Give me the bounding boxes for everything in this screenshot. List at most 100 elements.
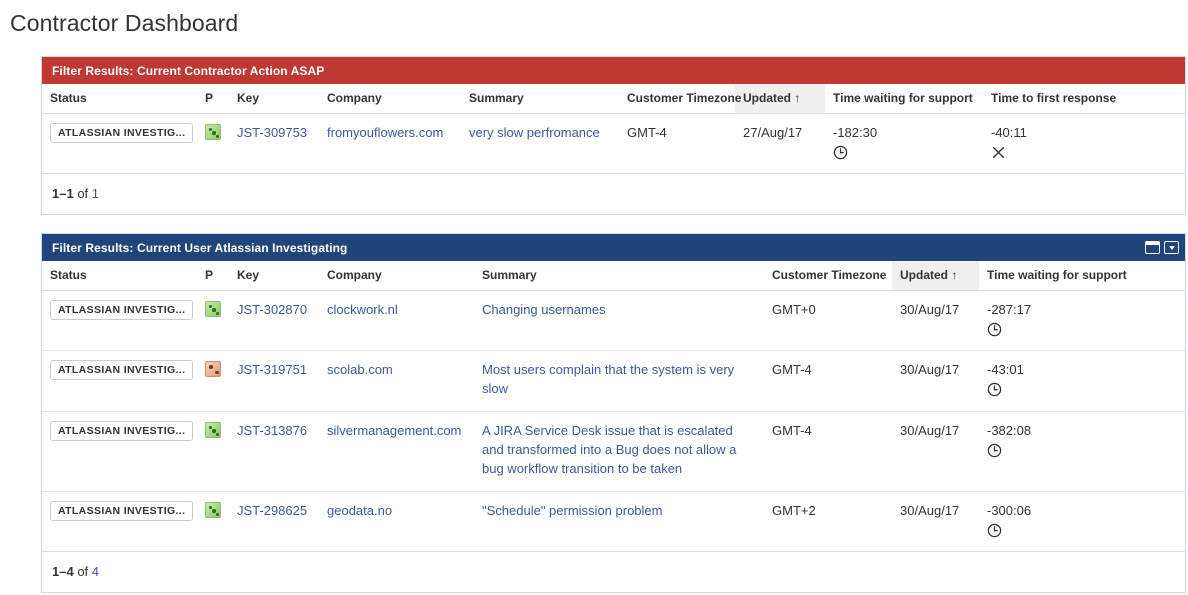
gadget-contractor-action-asap: Filter Results: Current Contractor Actio…	[41, 56, 1186, 215]
table-row[interactable]: ATLASSIAN INVESTIG... JST-319751 scolab.…	[42, 350, 1185, 412]
priority-minor-green-icon	[205, 124, 221, 140]
cell-time-waiting-for-support: -182:30	[825, 113, 983, 174]
column-header-updated[interactable]: Updated ↑	[735, 84, 825, 114]
column-header-priority[interactable]: P	[197, 84, 229, 114]
issue-key-link[interactable]: JST-313876	[237, 423, 308, 438]
pagination-total-link[interactable]: 4	[91, 564, 100, 579]
cell-priority	[197, 113, 229, 174]
column-header-summary[interactable]: Summary	[474, 261, 764, 291]
pagination-summary: 1–4 of 4	[42, 552, 1185, 592]
sla-value: -40:11	[991, 125, 1027, 140]
summary-link[interactable]: A JIRA Service Desk issue that is escala…	[482, 423, 737, 476]
column-header-customer-timezone[interactable]: Customer Timezone	[764, 261, 892, 291]
column-header-status[interactable]: Status	[42, 84, 197, 114]
cell-summary: very slow perfromance	[461, 113, 619, 174]
sla-value: -300:06	[987, 503, 1032, 518]
column-header-priority[interactable]: P	[197, 261, 229, 291]
column-header-updated[interactable]: Updated ↑	[892, 261, 979, 291]
cell-key: JST-302870	[229, 290, 319, 351]
cell-time-waiting-for-support: -382:08	[979, 411, 1185, 492]
column-header-customer-timezone[interactable]: Customer Timezone	[619, 84, 741, 114]
cell-key: JST-298625	[229, 491, 319, 552]
issue-key-link[interactable]: JST-302870	[237, 302, 308, 317]
company-link[interactable]: clockwork.nl	[327, 302, 398, 317]
cell-status: ATLASSIAN INVESTIG...	[42, 491, 197, 552]
column-header-summary[interactable]: Summary	[461, 84, 619, 114]
status-badge: ATLASSIAN INVESTIG...	[50, 123, 194, 143]
cell-customer-timezone: GMT+0	[764, 290, 892, 351]
cell-key: JST-313876	[229, 411, 319, 492]
gadget-header: Filter Results: Current Contractor Actio…	[42, 57, 1185, 84]
table-row[interactable]: ATLASSIAN INVESTIG... JST-302870 clockwo…	[42, 290, 1185, 351]
gadget-current-user-atlassian-investigating: Filter Results: Current User Atlassian I…	[41, 233, 1186, 593]
issues-table: Status P Key Company Summary Customer Ti…	[42, 261, 1185, 552]
table-row[interactable]: ATLASSIAN INVESTIG... JST-298625 geodata…	[42, 491, 1185, 552]
gadget-title: Filter Results: Current User Atlassian I…	[52, 240, 348, 255]
table-row[interactable]: ATLASSIAN INVESTIG... JST-309753 fromyou…	[42, 113, 1185, 174]
priority-minor-green-icon	[205, 502, 221, 518]
sla-value: -43:01	[987, 362, 1024, 377]
clock-icon	[833, 145, 848, 160]
cell-priority	[197, 491, 229, 552]
issue-key-link[interactable]: JST-298625	[237, 503, 308, 518]
column-header-updated-label: Updated	[900, 268, 948, 282]
cell-company: geodata.no	[319, 491, 474, 552]
cell-customer-timezone: GMT+2	[764, 491, 892, 552]
priority-major-orange-icon	[205, 361, 221, 377]
table-row[interactable]: ATLASSIAN INVESTIG... JST-313876 silverm…	[42, 411, 1185, 492]
clock-icon	[987, 322, 1002, 337]
column-header-time-to-first-response[interactable]: Time to first response	[983, 84, 1185, 114]
company-link[interactable]: scolab.com	[327, 362, 393, 377]
company-link[interactable]: geodata.no	[327, 503, 393, 518]
cell-time-waiting-for-support: -300:06	[979, 491, 1185, 552]
column-header-key[interactable]: Key	[229, 84, 319, 114]
column-header-key[interactable]: Key	[229, 261, 319, 291]
status-badge: ATLASSIAN INVESTIG...	[50, 501, 194, 521]
pagination-total-link[interactable]: 1	[91, 186, 100, 201]
minimize-icon[interactable]	[1145, 241, 1160, 254]
cell-updated: 30/Aug/17	[892, 290, 979, 351]
pagination-of: of	[77, 564, 89, 579]
gadget-title: Filter Results: Current Contractor Actio…	[52, 63, 325, 78]
column-header-status[interactable]: Status	[42, 261, 197, 291]
cell-status: ATLASSIAN INVESTIG...	[42, 113, 197, 174]
issue-key-link[interactable]: JST-319751	[237, 362, 308, 377]
cell-updated: 27/Aug/17	[735, 113, 825, 174]
summary-link[interactable]: Changing usernames	[482, 302, 606, 317]
gadget-header: Filter Results: Current User Atlassian I…	[42, 234, 1185, 261]
summary-link[interactable]: "Schedule" permission problem	[482, 503, 663, 518]
cell-updated: 30/Aug/17	[892, 491, 979, 552]
chevron-down-icon[interactable]	[1164, 241, 1179, 254]
sort-ascending-icon: ↑	[951, 268, 958, 282]
cell-key: JST-319751	[229, 350, 319, 412]
status-badge: ATLASSIAN INVESTIG...	[50, 421, 194, 441]
column-header-company[interactable]: Company	[319, 84, 461, 114]
priority-minor-green-icon	[205, 422, 221, 438]
column-header-company[interactable]: Company	[319, 261, 474, 291]
cross-icon	[992, 146, 1005, 159]
summary-link[interactable]: very slow perfromance	[469, 125, 600, 140]
cell-status: ATLASSIAN INVESTIG...	[42, 290, 197, 351]
cell-customer-timezone: GMT-4	[764, 350, 892, 412]
cell-summary: Most users complain that the system is v…	[474, 350, 764, 412]
status-badge: ATLASSIAN INVESTIG...	[50, 300, 194, 320]
sla-value: -382:08	[987, 423, 1032, 438]
cell-priority	[197, 290, 229, 351]
clock-icon	[987, 523, 1002, 538]
column-header-time-waiting-for-support[interactable]: Time waiting for support	[825, 84, 983, 114]
company-link[interactable]: silvermanagement.com	[327, 423, 462, 438]
pagination-range: 1–1	[52, 186, 74, 201]
pagination-range: 1–4	[52, 564, 74, 579]
cell-status: ATLASSIAN INVESTIG...	[42, 350, 197, 412]
issue-key-link[interactable]: JST-309753	[237, 125, 308, 140]
page-title: Contractor Dashboard	[10, 10, 239, 36]
company-link[interactable]: fromyouflowers.com	[327, 125, 444, 140]
column-header-time-waiting-for-support[interactable]: Time waiting for support	[979, 261, 1185, 291]
sort-ascending-icon: ↑	[794, 91, 801, 105]
cell-company: clockwork.nl	[319, 290, 474, 351]
summary-link[interactable]: Most users complain that the system is v…	[482, 362, 735, 396]
cell-company: fromyouflowers.com	[319, 113, 461, 174]
column-header-updated-label: Updated	[743, 91, 791, 105]
cell-summary: "Schedule" permission problem	[474, 491, 764, 552]
